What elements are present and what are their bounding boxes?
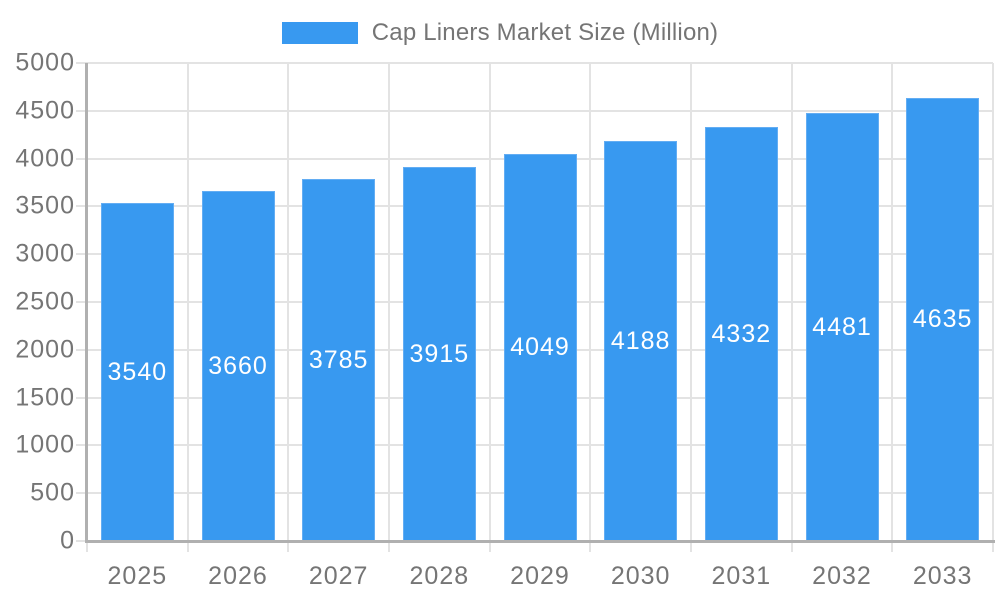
y-axis-tick bbox=[76, 62, 87, 64]
bar-value-label: 4635 bbox=[912, 305, 973, 334]
gridline-vertical bbox=[992, 63, 994, 541]
x-tick-label: 2033 bbox=[912, 562, 973, 590]
x-tick-label: 2028 bbox=[409, 562, 470, 590]
y-tick-label: 4500 bbox=[15, 96, 75, 125]
bar-value-label: 4049 bbox=[510, 333, 570, 362]
y-axis-tick bbox=[76, 348, 87, 351]
legend-label: Cap Liners Market Size (Million) bbox=[371, 19, 719, 46]
x-tick-label: 2030 bbox=[610, 562, 671, 590]
y-axis-tick bbox=[76, 109, 87, 112]
bar-value-label: 3660 bbox=[208, 352, 268, 381]
x-tick-label: 2027 bbox=[308, 562, 369, 590]
x-axis-tick bbox=[992, 541, 994, 552]
gridline-vertical bbox=[790, 63, 793, 541]
x-tick-label: 2029 bbox=[510, 562, 570, 590]
y-tick-label: 1000 bbox=[15, 430, 75, 459]
bar: 4481 bbox=[805, 112, 879, 541]
y-tick-label: 2000 bbox=[15, 335, 75, 364]
bar-value-label: 3915 bbox=[409, 339, 470, 368]
y-axis-tick bbox=[76, 396, 87, 399]
bar-value-label: 3540 bbox=[107, 357, 168, 386]
bar-value-label: 4481 bbox=[812, 312, 872, 341]
y-tick-label: 3500 bbox=[15, 191, 75, 220]
gridline-vertical bbox=[488, 63, 491, 541]
bar-value-label: 4332 bbox=[711, 319, 772, 348]
x-axis-tick bbox=[690, 541, 692, 552]
gridline-vertical bbox=[186, 63, 189, 541]
y-tick-label: 4000 bbox=[15, 144, 75, 173]
y-tick-label: 1500 bbox=[15, 383, 75, 412]
y-axis-tick bbox=[76, 253, 87, 256]
x-axis-tick bbox=[287, 541, 290, 552]
y-tick-label: 0 bbox=[60, 526, 75, 555]
x-tick-label: 2026 bbox=[208, 562, 268, 590]
y-axis-tick bbox=[76, 492, 87, 495]
x-axis-tick bbox=[186, 541, 189, 552]
bar: 4188 bbox=[604, 140, 678, 541]
x-axis-tick bbox=[891, 541, 894, 552]
gridline-horizontal bbox=[87, 62, 993, 64]
x-axis-tick bbox=[488, 541, 491, 552]
gridline-vertical bbox=[589, 63, 592, 541]
y-axis-tick bbox=[76, 540, 87, 542]
y-tick-label: 5000 bbox=[15, 48, 75, 77]
x-axis-line bbox=[85, 540, 995, 543]
gridline-vertical bbox=[690, 63, 692, 541]
x-tick-label: 2025 bbox=[107, 562, 168, 590]
x-tick-label: 2032 bbox=[812, 562, 872, 590]
bar: 4049 bbox=[503, 153, 577, 541]
gridline-vertical bbox=[388, 63, 390, 541]
plot-area: 0 500 1000 1500 2000 2500 3000 3500 4000 4500 5000… bbox=[15, 49, 995, 590]
bar: 3660 bbox=[201, 191, 275, 541]
y-axis-tick bbox=[76, 301, 87, 303]
bar: 3785 bbox=[302, 179, 376, 541]
gridline-vertical bbox=[287, 63, 290, 541]
gridline-horizontal bbox=[87, 109, 993, 112]
x-tick-label: 2031 bbox=[711, 562, 772, 590]
x-axis-tick bbox=[388, 541, 390, 552]
y-axis-tick bbox=[76, 444, 87, 447]
bar: 3915 bbox=[402, 166, 476, 541]
legend-swatch bbox=[281, 22, 358, 44]
bar: 4332 bbox=[704, 126, 778, 541]
y-axis-tick bbox=[76, 157, 87, 160]
y-tick-label: 3000 bbox=[15, 239, 75, 268]
bar: 3540 bbox=[100, 202, 174, 541]
gridline-vertical bbox=[891, 63, 894, 541]
x-axis-tick bbox=[589, 541, 592, 552]
y-tick-label: 500 bbox=[30, 478, 75, 507]
x-axis-tick bbox=[790, 541, 793, 552]
bar-value-label: 4188 bbox=[610, 326, 671, 355]
y-axis-tick bbox=[76, 205, 87, 208]
y-axis-line bbox=[85, 63, 88, 542]
legend: Cap Liners Market Size (Million) bbox=[0, 19, 1000, 47]
bar: 4635 bbox=[906, 97, 980, 541]
bar-value-label: 3785 bbox=[308, 346, 369, 375]
y-tick-label: 2500 bbox=[15, 287, 75, 316]
x-axis-tick bbox=[86, 541, 88, 552]
